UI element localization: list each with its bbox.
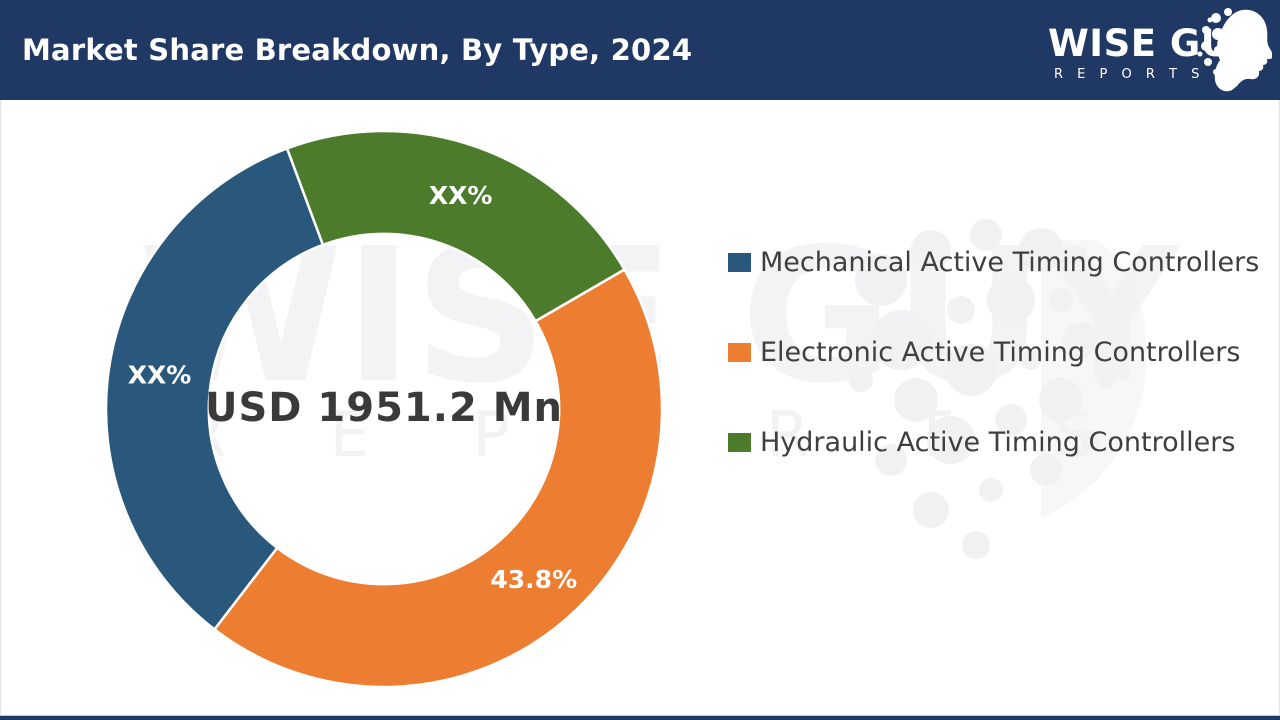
chart-legend: Mechanical Active Timing Controllers Ele… xyxy=(728,246,1260,518)
legend-label: Hydraulic Active Timing Controllers xyxy=(760,426,1236,458)
donut-slice-2 xyxy=(212,267,664,689)
watermark-face-dots xyxy=(849,219,1147,559)
logo-face-icon xyxy=(1197,8,1272,92)
chart-center-value: USD 1951.2 Mn xyxy=(205,385,563,431)
donut-slice-3 xyxy=(285,129,627,323)
slice-percentage-label: XX% xyxy=(429,181,493,210)
legend-swatch-orange xyxy=(728,342,751,362)
page-title: Market Share Breakdown, By Type, 2024 xyxy=(22,33,693,67)
header-bar: Market Share Breakdown, By Type, 2024 WI… xyxy=(0,0,1280,100)
legend-label: Electronic Active Timing Controllers xyxy=(760,336,1241,368)
donut-slice-1 xyxy=(104,146,325,632)
legend-swatch-blue xyxy=(728,252,751,272)
wise-guy-logo: WISE GUY R E P O R T S xyxy=(1048,8,1272,92)
legend-item-electronic: Electronic Active Timing Controllers xyxy=(728,336,1259,368)
chart-area: WISE GUY R E P O R T S XX%43.8%XX% USD 1… xyxy=(0,100,1280,715)
legend-item-hydraulic: Hydraulic Active Timing Controllers xyxy=(728,426,1259,458)
slice-percentage-label: 43.8% xyxy=(490,565,577,594)
slice-percentage-label: XX% xyxy=(128,361,192,390)
legend-item-mechanical: Mechanical Active Timing Controllers xyxy=(728,246,1260,278)
bottom-accent-bar xyxy=(0,715,1280,720)
donut-chart: XX% 43.8% XX% xyxy=(104,129,664,689)
legend-label: Mechanical Active Timing Controllers xyxy=(760,246,1260,278)
legend-swatch-green xyxy=(728,432,751,452)
logo-subtext: R E P O R T S xyxy=(1054,67,1204,82)
